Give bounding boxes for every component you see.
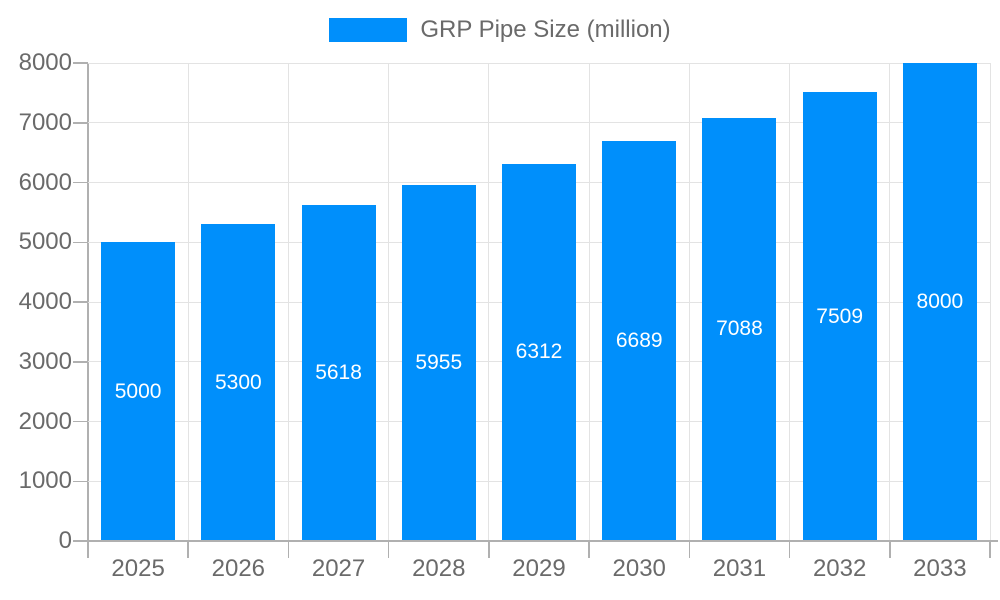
y-axis-label: 3000 xyxy=(18,347,72,375)
y-axis-label: 2000 xyxy=(18,407,72,435)
x-axis-label: 2029 xyxy=(512,555,566,582)
bar[interactable] xyxy=(401,185,476,541)
y-axis-tick xyxy=(73,480,88,482)
horizontal-gridline xyxy=(88,62,990,64)
legend[interactable]: GRP Pipe Size (million) xyxy=(0,18,1000,42)
vertical-gridline xyxy=(789,63,791,541)
x-axis-tick xyxy=(488,541,490,558)
x-axis-label: 2031 xyxy=(712,555,767,582)
bar[interactable] xyxy=(902,63,977,541)
x-axis-label: 2025 xyxy=(111,555,165,582)
x-axis-tick xyxy=(87,541,89,558)
y-axis-tick xyxy=(73,420,88,423)
y-axis-tick xyxy=(73,361,88,363)
vertical-gridline xyxy=(388,63,390,541)
bar[interactable] xyxy=(101,242,176,541)
x-axis-tick xyxy=(889,541,891,558)
bar-value-label: 5618 xyxy=(315,361,362,385)
y-axis-label: 8000 xyxy=(18,49,72,76)
x-axis-label: 2028 xyxy=(412,555,466,582)
x-axis-label: 2033 xyxy=(913,555,967,582)
y-axis-tick xyxy=(73,540,88,542)
x-axis-tick xyxy=(788,541,791,558)
bar[interactable] xyxy=(301,205,376,541)
plot-area: 5000 5300 5618 5955 6312 6689 7088 7509 8000 xyxy=(88,62,991,541)
x-axis-label: 2032 xyxy=(812,555,867,582)
bar-value-label: 6312 xyxy=(515,340,563,364)
vertical-gridline xyxy=(688,63,690,541)
y-axis-tick xyxy=(73,241,88,243)
bar-value-label: 7509 xyxy=(816,304,864,328)
horizontal-gridline xyxy=(88,122,990,124)
bar[interactable] xyxy=(502,163,576,541)
bar[interactable] xyxy=(602,141,677,541)
x-axis-label: 2026 xyxy=(211,555,266,582)
y-axis-label: 6000 xyxy=(18,168,72,196)
y-axis-label: 7000 xyxy=(18,108,72,136)
vertical-gridline xyxy=(287,63,289,541)
y-axis-label: 0 xyxy=(58,527,72,554)
bar-value-label: 7088 xyxy=(716,317,763,341)
x-axis-tick xyxy=(287,541,290,558)
y-axis-label: 4000 xyxy=(18,288,72,315)
x-axis-tick xyxy=(187,541,189,558)
bar[interactable] xyxy=(702,117,777,541)
x-axis-label: 2030 xyxy=(612,555,666,582)
x-axis-line xyxy=(88,540,998,542)
bar-value-label: 6689 xyxy=(615,329,663,353)
x-axis-tick xyxy=(688,541,691,558)
x-axis-tick xyxy=(989,541,991,558)
y-axis-tick xyxy=(73,122,88,124)
x-axis-tick xyxy=(387,541,390,558)
legend-label: GRP Pipe Size (million) xyxy=(420,16,671,43)
bar-value-label: 8000 xyxy=(916,290,964,313)
y-axis-tick xyxy=(73,301,88,303)
y-axis-tick xyxy=(73,62,88,64)
vertical-gridline xyxy=(889,63,891,541)
bar-value-label: 5955 xyxy=(415,351,463,375)
y-axis-label: 1000 xyxy=(18,467,72,495)
bar[interactable] xyxy=(802,92,877,541)
y-axis-tick xyxy=(73,181,88,184)
bar-value-label: 5000 xyxy=(114,379,162,403)
x-axis-tick xyxy=(588,541,590,558)
vertical-gridline xyxy=(488,63,490,541)
bar[interactable] xyxy=(201,224,276,541)
legend-swatch xyxy=(329,18,408,42)
vertical-gridline xyxy=(588,63,590,541)
vertical-gridline xyxy=(989,63,991,541)
vertical-gridline xyxy=(187,63,189,541)
bar-value-label: 5300 xyxy=(214,370,262,394)
x-axis-label: 2027 xyxy=(311,555,366,582)
y-axis-label: 5000 xyxy=(18,228,72,256)
